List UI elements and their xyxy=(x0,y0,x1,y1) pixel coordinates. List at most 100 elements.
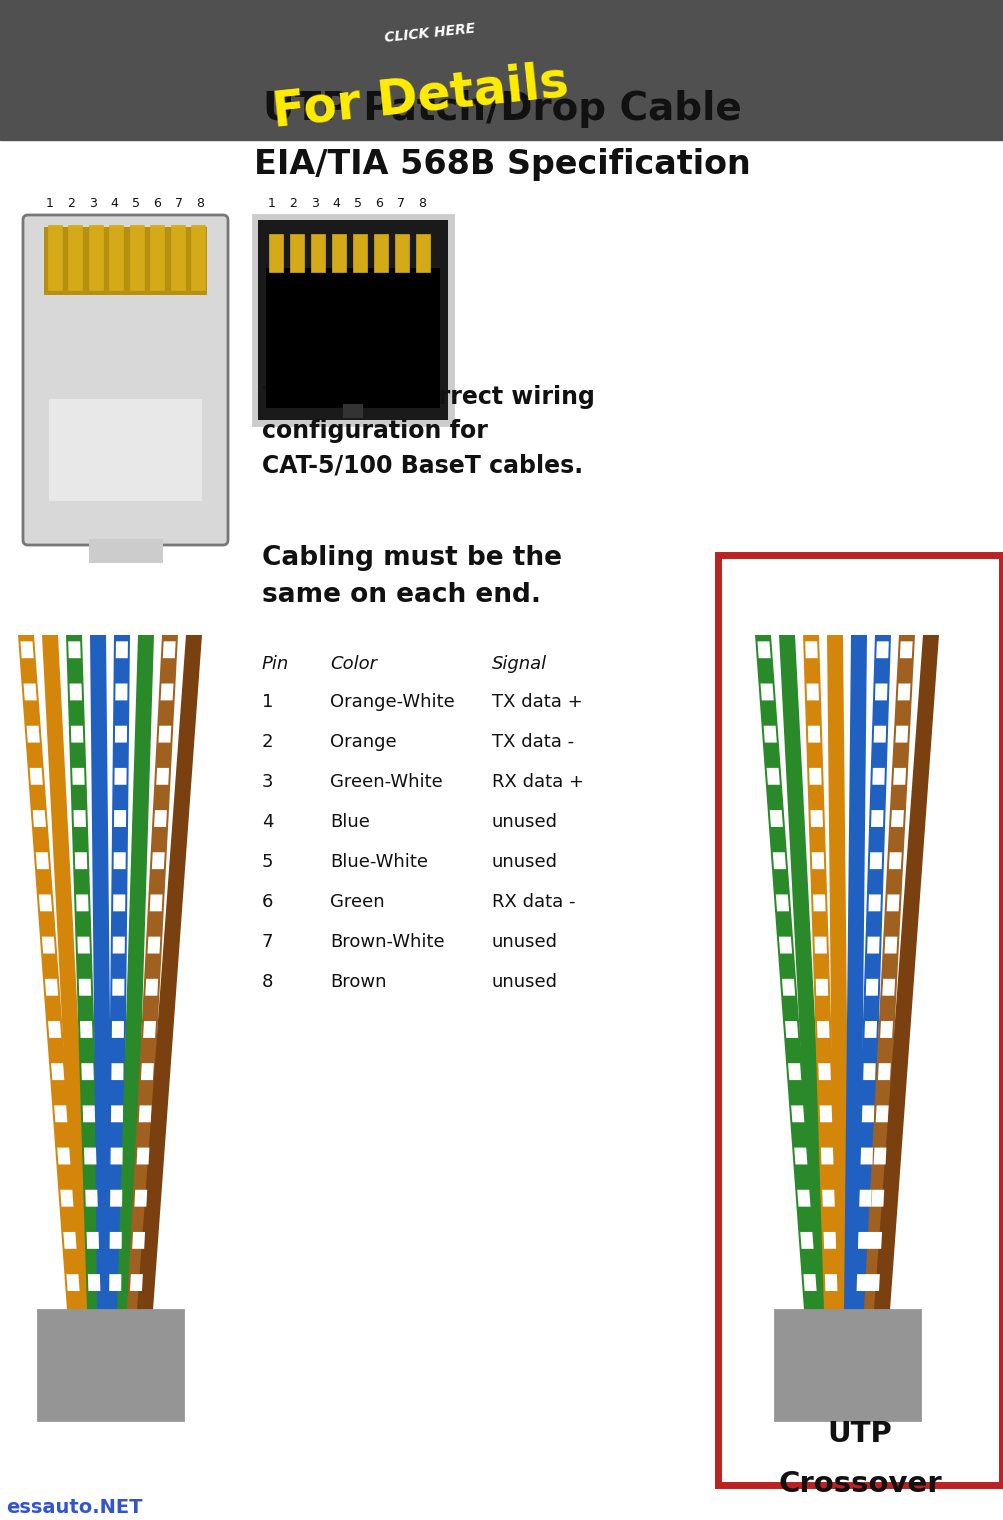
Text: 4: 4 xyxy=(110,198,118,210)
Text: 4: 4 xyxy=(262,813,273,831)
Polygon shape xyxy=(886,894,899,912)
Polygon shape xyxy=(899,641,912,658)
Polygon shape xyxy=(54,1105,67,1122)
Text: Pin: Pin xyxy=(262,655,289,673)
Text: EIA/TIA 568B Specification: EIA/TIA 568B Specification xyxy=(254,147,749,181)
Polygon shape xyxy=(66,1274,79,1290)
Polygon shape xyxy=(81,1062,93,1081)
Text: Cabling must be the
same on each end.: Cabling must be the same on each end. xyxy=(262,546,562,608)
Polygon shape xyxy=(869,853,882,869)
Polygon shape xyxy=(85,1190,97,1207)
Polygon shape xyxy=(781,979,794,996)
Bar xyxy=(774,1310,919,1420)
Text: 2: 2 xyxy=(289,198,297,210)
Text: 6: 6 xyxy=(262,894,273,910)
Polygon shape xyxy=(156,768,169,784)
Polygon shape xyxy=(895,725,908,743)
Text: 7: 7 xyxy=(396,198,404,210)
Bar xyxy=(415,234,429,272)
Polygon shape xyxy=(880,1021,892,1038)
Bar xyxy=(68,225,82,290)
Bar xyxy=(343,404,363,418)
Polygon shape xyxy=(117,635,153,1310)
Polygon shape xyxy=(874,635,938,1310)
Polygon shape xyxy=(134,1190,147,1207)
Polygon shape xyxy=(821,1190,833,1207)
Text: 8: 8 xyxy=(418,198,426,210)
Polygon shape xyxy=(808,768,820,784)
Polygon shape xyxy=(811,853,823,869)
Bar xyxy=(0,0,1003,140)
Polygon shape xyxy=(30,768,43,784)
Polygon shape xyxy=(86,1231,99,1249)
Bar xyxy=(38,1310,183,1420)
Polygon shape xyxy=(26,725,40,743)
Polygon shape xyxy=(877,1062,890,1081)
Polygon shape xyxy=(756,641,770,658)
Text: This is the correct wiring
configuration for
CAT-5/100 BaseT cables.: This is the correct wiring configuration… xyxy=(262,385,595,477)
Polygon shape xyxy=(107,635,129,1310)
Polygon shape xyxy=(76,894,88,912)
Bar xyxy=(48,225,62,290)
Polygon shape xyxy=(39,894,52,912)
Polygon shape xyxy=(884,936,897,953)
Polygon shape xyxy=(42,635,93,1310)
Text: unused: unused xyxy=(491,853,558,871)
Polygon shape xyxy=(807,725,819,743)
Text: 2: 2 xyxy=(262,733,273,751)
Text: 2: 2 xyxy=(67,198,75,210)
Text: Blue-White: Blue-White xyxy=(330,853,427,871)
Polygon shape xyxy=(109,1231,121,1249)
Bar xyxy=(129,225,143,290)
Text: 4: 4 xyxy=(332,198,340,210)
Polygon shape xyxy=(110,1190,122,1207)
Polygon shape xyxy=(112,936,124,953)
Text: Green-White: Green-White xyxy=(330,774,442,790)
Polygon shape xyxy=(80,1021,92,1038)
Polygon shape xyxy=(149,894,162,912)
Text: UTP Patch/Drop Cable: UTP Patch/Drop Cable xyxy=(263,90,740,128)
Polygon shape xyxy=(867,936,879,953)
Polygon shape xyxy=(42,936,55,953)
Polygon shape xyxy=(90,635,113,1310)
Polygon shape xyxy=(143,1021,155,1038)
Polygon shape xyxy=(158,725,172,743)
Polygon shape xyxy=(775,894,788,912)
Text: 3: 3 xyxy=(311,198,319,210)
Polygon shape xyxy=(897,684,910,701)
Text: Orange-White: Orange-White xyxy=(330,693,454,711)
Polygon shape xyxy=(114,810,126,827)
Text: TX data -: TX data - xyxy=(491,733,574,751)
Text: 8: 8 xyxy=(262,973,273,991)
Polygon shape xyxy=(875,1105,888,1122)
Text: 3: 3 xyxy=(262,774,273,790)
Bar xyxy=(266,268,439,407)
Polygon shape xyxy=(766,768,779,784)
Polygon shape xyxy=(113,853,125,869)
Polygon shape xyxy=(863,1062,875,1081)
Text: 7: 7 xyxy=(262,933,273,952)
Bar xyxy=(269,234,283,272)
Polygon shape xyxy=(804,641,816,658)
Polygon shape xyxy=(826,635,850,1310)
Polygon shape xyxy=(778,936,791,953)
Polygon shape xyxy=(871,810,883,827)
Bar xyxy=(90,540,161,562)
Bar xyxy=(374,234,387,272)
Text: Blue: Blue xyxy=(330,813,369,831)
Text: 5: 5 xyxy=(262,853,273,871)
Text: RX data -: RX data - xyxy=(491,894,575,910)
Polygon shape xyxy=(856,1274,869,1290)
Polygon shape xyxy=(115,684,127,701)
Polygon shape xyxy=(111,1021,124,1038)
Polygon shape xyxy=(822,1231,835,1249)
Bar xyxy=(717,555,1001,1485)
Polygon shape xyxy=(820,1148,832,1164)
Polygon shape xyxy=(763,725,776,743)
Polygon shape xyxy=(874,684,887,701)
Polygon shape xyxy=(869,1231,882,1249)
Polygon shape xyxy=(126,635,178,1310)
Polygon shape xyxy=(72,768,84,784)
Polygon shape xyxy=(867,1274,879,1290)
Polygon shape xyxy=(813,936,826,953)
